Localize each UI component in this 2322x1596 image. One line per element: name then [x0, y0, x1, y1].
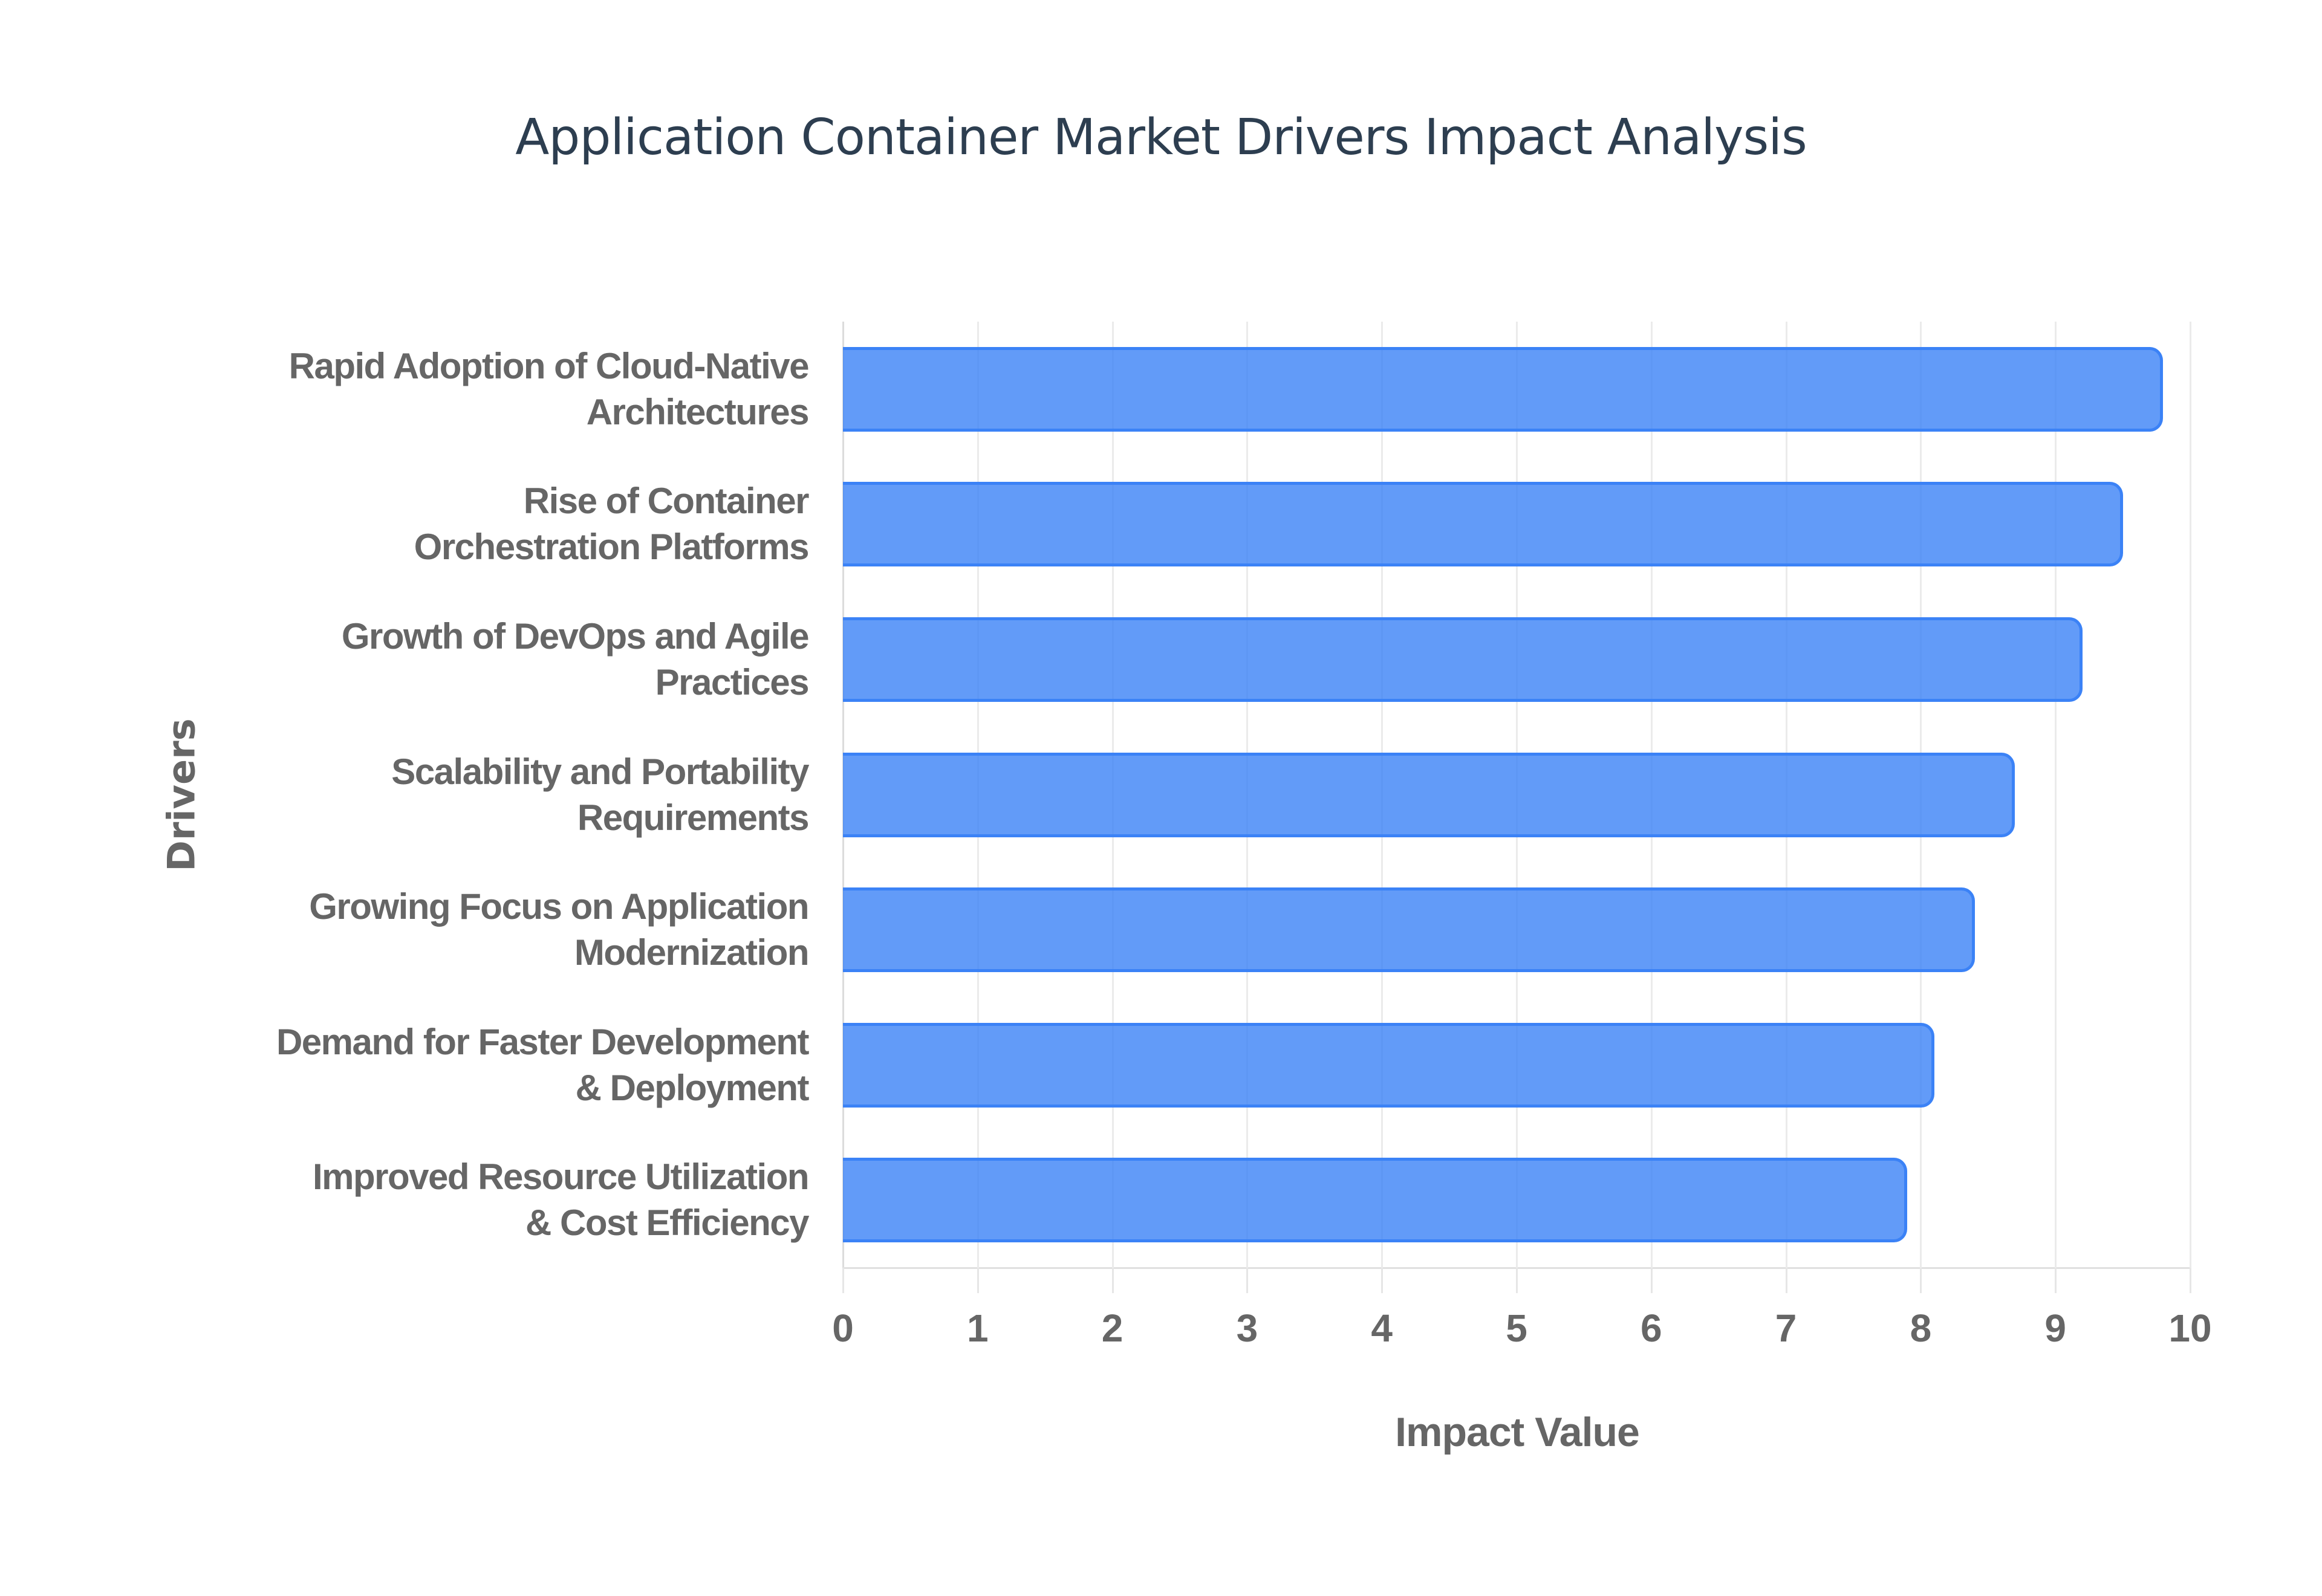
plot-area [842, 322, 2191, 1293]
label-line: Improved Resource Utilization [313, 1156, 810, 1198]
tick-mark [842, 1268, 844, 1293]
x-tick-label: 2 [1101, 1306, 1124, 1350]
label-line: Growing Focus on Application [309, 886, 809, 927]
label-line: Rise of Container [523, 481, 810, 522]
gridline [2055, 322, 2057, 1268]
label-line: Scalability and Portability [391, 751, 809, 792]
y-axis-label: Improved Resource Utilization & Cost Effi… [143, 1154, 810, 1246]
tick-mark [1920, 1268, 1922, 1293]
tick-mark [1381, 1268, 1384, 1293]
bar[interactable] [843, 346, 2164, 432]
label-line: Growth of DevOps and Agile [341, 615, 810, 657]
tick-mark [2055, 1268, 2057, 1293]
label-line: Orchestration Platforms [414, 527, 810, 568]
label-line: Modernization [574, 932, 810, 973]
x-tick-label: 8 [1910, 1306, 1932, 1350]
gridline [2190, 322, 2191, 1268]
x-tick-label: 5 [1506, 1306, 1527, 1350]
bar[interactable] [843, 887, 1975, 973]
x-axis-title: Impact Value [1395, 1409, 1640, 1455]
label-line: Architectures [586, 391, 810, 432]
bar[interactable] [843, 482, 2123, 567]
x-tick-label: 4 [1371, 1306, 1393, 1350]
x-tick-label: 10 [2168, 1306, 2212, 1350]
label-line: & Cost Efficiency [525, 1202, 809, 1244]
chart-title: Application Container Market Drivers Imp… [515, 109, 1807, 166]
x-tick-label: 3 [1236, 1306, 1258, 1350]
label-line: Practices [655, 661, 810, 702]
tick-mark [2190, 1268, 2191, 1293]
x-tick-label: 9 [2044, 1306, 2066, 1350]
label-line: Demand for Faster Development [276, 1021, 810, 1062]
y-axis-label: Demand for Faster Development & Deploymen… [143, 1019, 810, 1111]
bar[interactable] [843, 617, 2083, 702]
label-line: & Deployment [575, 1067, 810, 1108]
tick-mark [1516, 1268, 1518, 1293]
bar[interactable] [843, 1022, 1934, 1108]
tick-mark [1650, 1268, 1653, 1293]
tick-mark [1111, 1268, 1114, 1293]
tick-mark [1785, 1268, 1787, 1293]
x-tick-label: 0 [832, 1306, 854, 1350]
bar[interactable] [843, 752, 2015, 837]
y-axis-label: Rise of Container Orchestration Platforms [143, 478, 810, 570]
y-axis-label: Growth of DevOps and Agile Practices [143, 614, 810, 706]
x-tick-label: 1 [967, 1306, 989, 1350]
y-axis-label: Rapid Adoption of Cloud-Native Architectu… [143, 343, 810, 435]
y-axis-label: Scalability and Portability Requirements [143, 749, 810, 841]
tick-mark [1246, 1268, 1249, 1293]
label-line: Rapid Adoption of Cloud-Native [288, 345, 810, 386]
x-tick-label: 7 [1775, 1306, 1797, 1350]
bar[interactable] [843, 1158, 1908, 1243]
label-line: Requirements [577, 797, 810, 838]
tick-mark [977, 1268, 979, 1293]
x-tick-label: 6 [1641, 1306, 1662, 1350]
y-axis-label: Growing Focus on Application Modernizatio… [143, 884, 810, 976]
